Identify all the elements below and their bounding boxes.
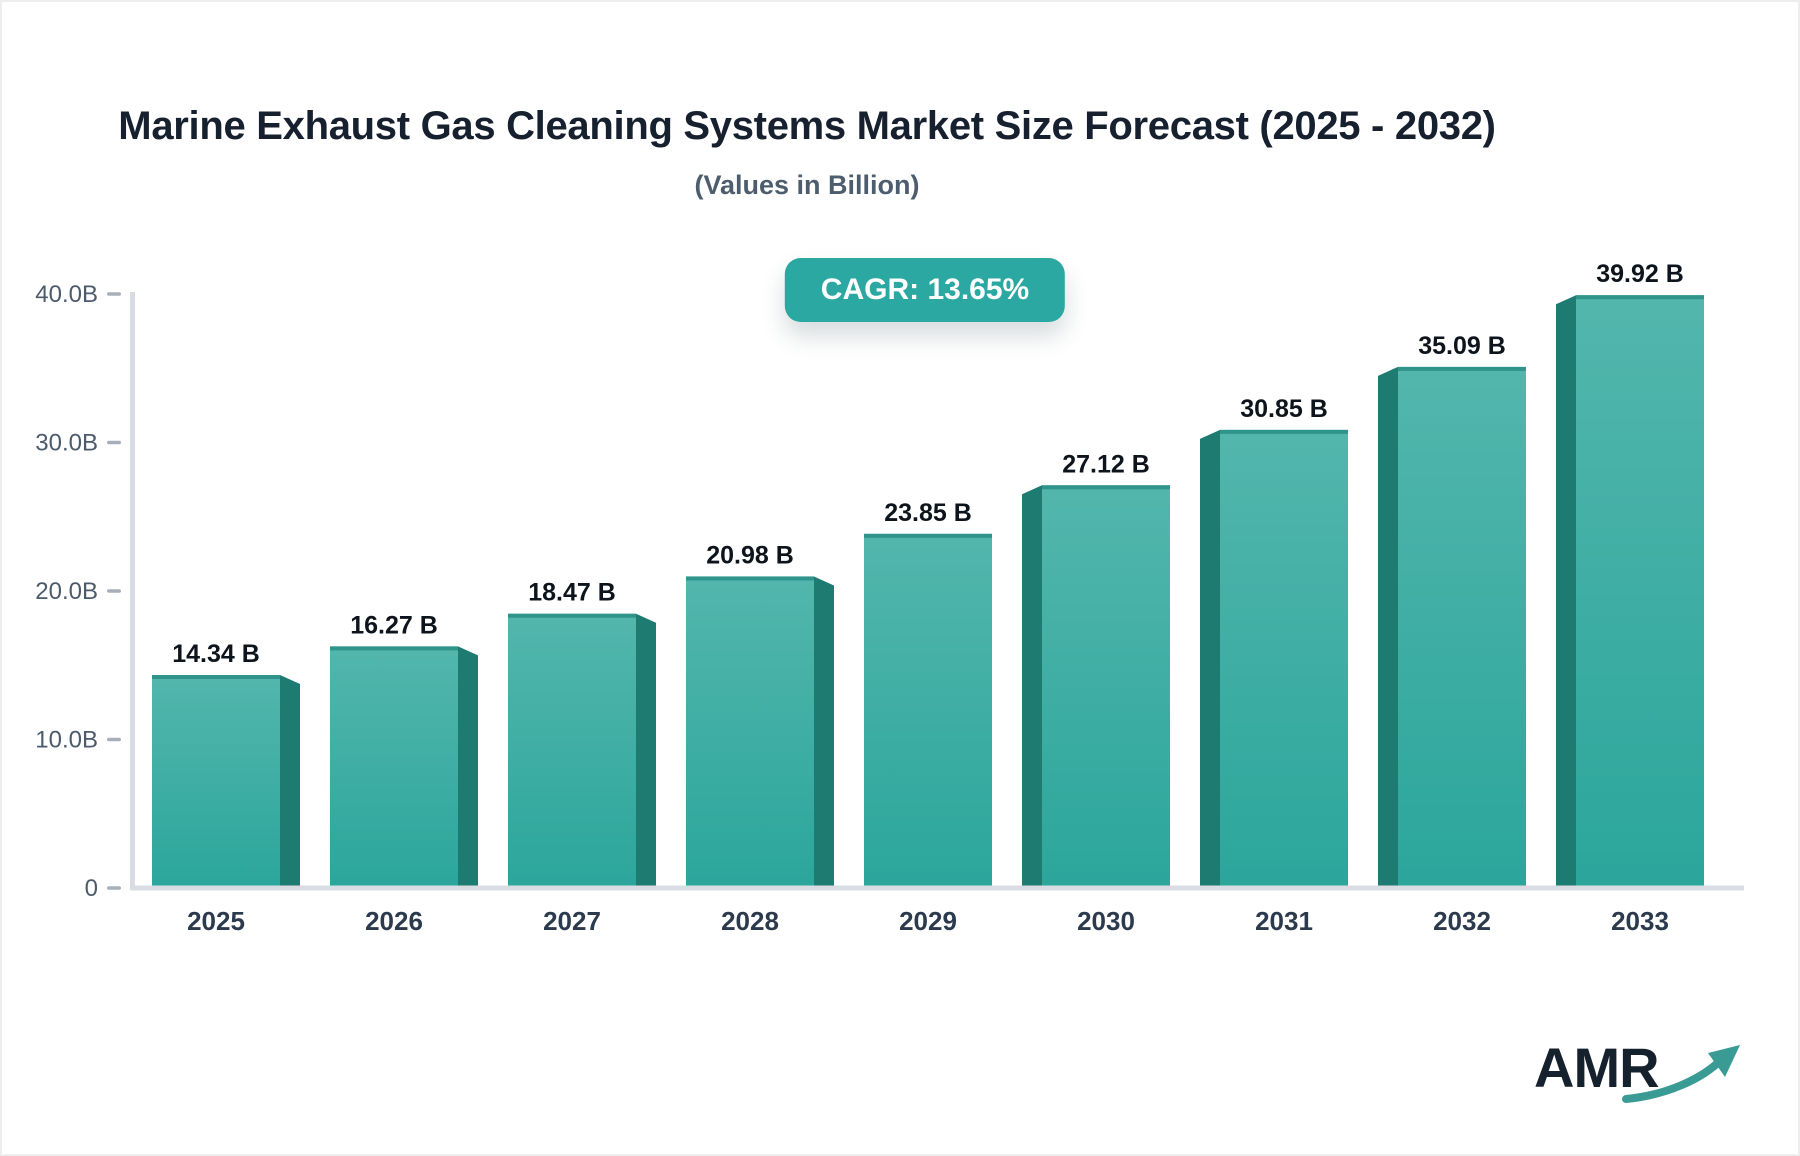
y-axis-tick-label: 20.0B [35,578,98,605]
bar-group: 27.12 B 2030 [1022,450,1170,936]
bar-side [1556,295,1576,888]
y-axis-tick-label: 10.0B [35,727,98,754]
bar-side [458,646,478,888]
y-axis-tick [107,737,121,742]
bar-side [636,613,656,888]
bar-side [280,675,300,888]
amr-logo: AMR [1534,1040,1744,1120]
bar-value-label: 20.98 B [706,541,794,569]
bar [686,576,814,888]
bar-side [814,576,834,888]
bar-top-edge [330,646,458,651]
x-axis-label: 2033 [1611,906,1669,936]
cagr-badge: CAGR: 13.65% [784,258,1066,322]
x-axis-label: 2025 [187,906,245,936]
x-axis-label: 2030 [1077,906,1135,936]
bar-top-edge [1220,429,1348,434]
bar-top-edge [1042,485,1170,490]
bar [1042,485,1170,888]
bar [1576,295,1704,888]
x-axis-label: 2032 [1433,906,1491,936]
bar-group: 23.85 B 2029 [864,499,992,936]
bar-top-edge [1398,366,1526,371]
x-axis-label: 2031 [1255,906,1313,936]
bar-top-edge [864,533,992,538]
chart-subtitle: (Values in Billion) [694,170,920,200]
chart-title: Marine Exhaust Gas Cleaning Systems Mark… [118,104,1496,148]
x-axis-label: 2028 [721,906,779,936]
bar-value-label: 14.34 B [172,640,260,668]
bar-top-edge [1576,295,1704,300]
bar-top-edge [508,613,636,618]
bar-value-label: 27.12 B [1062,450,1150,478]
bar-group: 20.98 B 2028 [686,541,834,936]
y-axis-tick [107,292,121,296]
y-axis-tick-label: 40.0B [35,281,98,308]
bar [508,613,636,888]
bar-top-edge [686,576,814,581]
bar [152,675,280,888]
y-axis-line [130,292,135,890]
x-axis-label: 2027 [543,906,601,936]
bar [330,646,458,888]
growth-arrow-icon [1622,1045,1740,1103]
y-axis-tick [107,589,121,593]
bar [1398,366,1526,888]
bar-group: 30.85 B 2031 [1200,395,1348,936]
y-axis-tick-label: 0 [85,875,98,902]
y-axis-tick [107,886,121,890]
bar-value-label: 39.92 B [1596,260,1684,288]
bar-top-edge [152,675,280,680]
bar-value-label: 35.09 B [1418,332,1506,360]
bar-group: 14.34 B 2025 [152,640,300,936]
bar-value-label: 23.85 B [884,499,972,527]
x-axis-label: 2029 [899,906,957,936]
bar-value-label: 30.85 B [1240,395,1328,423]
bar-side [1378,366,1398,888]
bar-group: 18.47 B 2027 [508,579,656,936]
x-axis-label: 2026 [365,906,423,936]
bar [1220,429,1348,888]
bar-group: 16.27 B 2026 [330,611,478,936]
bar-side [1022,485,1042,888]
bar [864,533,992,888]
bar-side [1200,429,1220,888]
bar-value-label: 16.27 B [350,611,438,639]
bar-group: 39.92 B 2033 [1556,260,1704,936]
y-axis-tick [107,440,121,445]
amr-logo-text: AMR [1534,1036,1660,1099]
bar-group: 35.09 B 2032 [1378,332,1526,936]
bar-value-label: 18.47 B [528,579,616,607]
x-axis-line [130,885,1744,891]
y-axis-tick-label: 30.0B [35,430,98,457]
